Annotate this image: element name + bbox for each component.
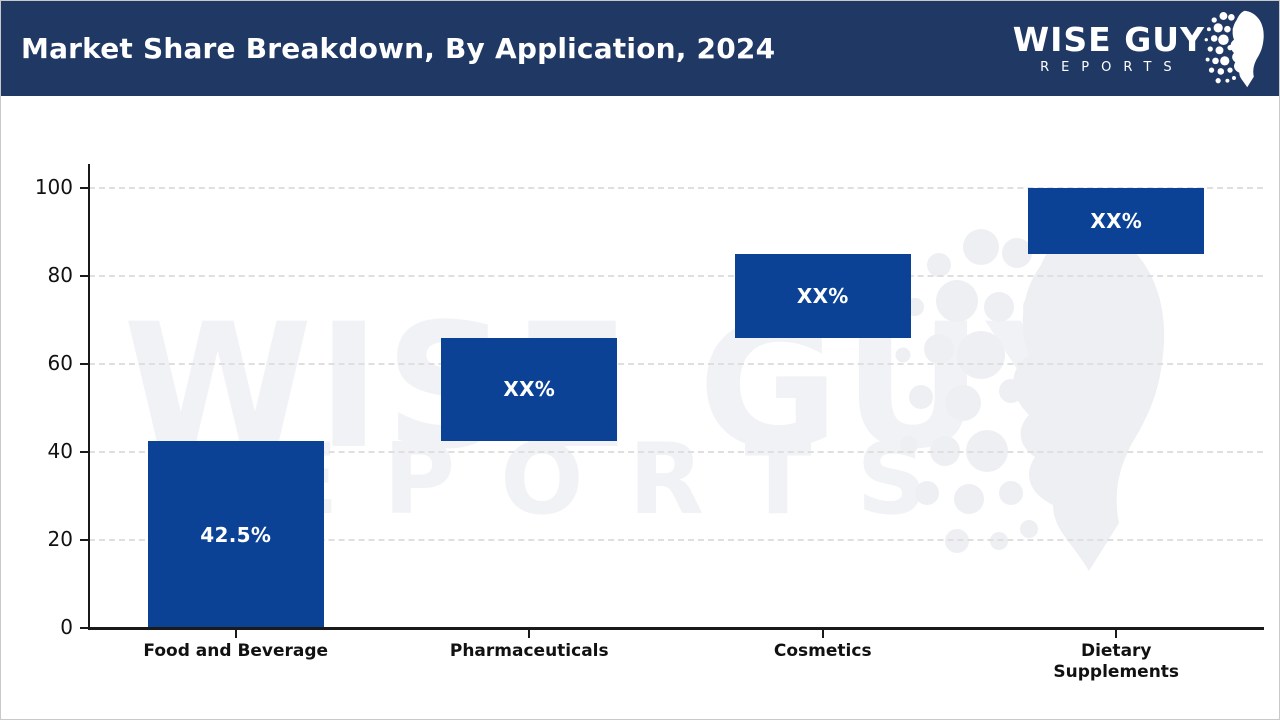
gridline-40 [89, 451, 1263, 453]
bar-value-label: 42.5% [200, 522, 272, 547]
bar-value-label: XX% [796, 283, 849, 308]
y-tick-0 [80, 627, 88, 629]
y-axis-line [88, 164, 90, 629]
bar-food-and-beverage: 42.5% [147, 441, 324, 628]
x-tick-label-line: Supplements [1053, 662, 1180, 682]
bar-dietary-supplements: XX% [1028, 188, 1205, 254]
x-tick-label-line: Food and Beverage [143, 641, 329, 661]
y-tick-label-80: 80 [47, 263, 73, 287]
bar-pharmaceuticals: XX% [441, 337, 618, 441]
x-tick-label-cosmetics: Cosmetics [713, 641, 933, 662]
watermark-face-icon [879, 217, 1179, 577]
x-tick-label-line: Cosmetics [773, 641, 872, 661]
y-tick-label-100: 100 [34, 175, 73, 199]
chart-title: Market Share Breakdown, By Application, … [21, 32, 776, 65]
gridline-60 [89, 363, 1263, 365]
gridline-80 [89, 275, 1263, 277]
logo-subtitle: REPORTS [1040, 59, 1184, 75]
x-tick-label-dietary-supplements: Dietary Supplements [1006, 641, 1226, 683]
bar-value-label: XX% [503, 377, 556, 402]
y-tick-label-0: 0 [60, 615, 73, 639]
wiseguy-logo: WISE GUY REPORTS [1013, 9, 1267, 89]
y-tick-label-20: 20 [47, 527, 73, 551]
y-tick-40 [80, 451, 88, 453]
y-tick-60 [80, 363, 88, 365]
x-tick-pharmaceuticals [528, 630, 531, 638]
bar-value-label: XX% [1090, 209, 1143, 233]
gridline-100 [89, 187, 1263, 189]
x-axis-line [88, 627, 1264, 630]
y-tick-label-60: 60 [47, 351, 73, 375]
x-tick-label-food-and-beverage: Food and Beverage [126, 641, 346, 662]
x-tick-label-line: Dietary [1080, 641, 1152, 661]
x-tick-cosmetics [821, 630, 824, 638]
header-bar: Market Share Breakdown, By Application, … [1, 1, 1279, 96]
bar-cosmetics: XX% [734, 254, 911, 338]
x-tick-dietary-supplements [1115, 630, 1118, 638]
y-tick-100 [80, 187, 88, 189]
logo-wordmark: WISE GUY [1012, 19, 1205, 59]
x-tick-label-pharmaceuticals: Pharmaceuticals [419, 641, 639, 662]
y-tick-label-40: 40 [47, 439, 73, 463]
gridline-20 [89, 539, 1263, 541]
x-tick-label-line: Pharmaceuticals [449, 641, 609, 661]
y-tick-80 [80, 275, 88, 277]
x-tick-food-and-beverage [234, 630, 237, 638]
y-tick-20 [80, 539, 88, 541]
logo-face-icon [1201, 9, 1267, 89]
logo-text: WISE GUY REPORTS [1012, 19, 1205, 75]
